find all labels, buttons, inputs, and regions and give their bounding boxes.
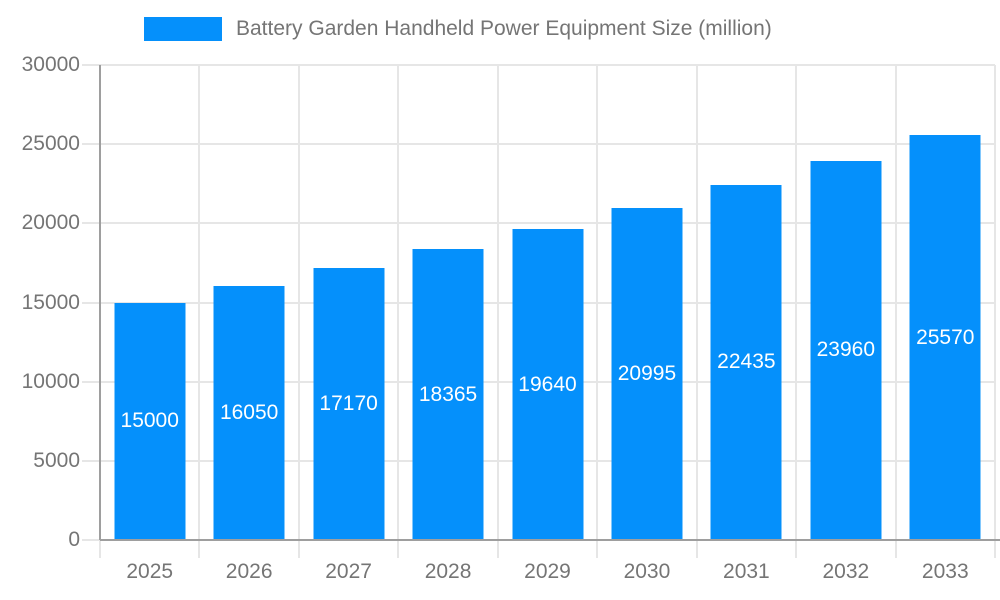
bar-2033[interactable]: 25570 bbox=[909, 135, 981, 540]
gridline-x-9 bbox=[994, 65, 996, 558]
bar-2029[interactable]: 19640 bbox=[512, 229, 583, 540]
x-tick-label-2027: 2027 bbox=[325, 560, 372, 583]
gridline-x-7 bbox=[795, 65, 798, 558]
x-tick-label-2026: 2026 bbox=[225, 560, 273, 583]
bar-value-label-2029: 19640 bbox=[518, 372, 577, 396]
legend-label: Battery Garden Handheld Power Equipment … bbox=[236, 17, 772, 40]
legend-swatch bbox=[144, 17, 222, 41]
bar-value-label-2027: 17170 bbox=[319, 392, 378, 416]
x-tick-label-2033: 2033 bbox=[921, 560, 969, 583]
x-tick-label-2029: 2029 bbox=[524, 560, 571, 583]
bar-value-label-2032: 23960 bbox=[816, 338, 876, 362]
gridline-x-6 bbox=[695, 65, 698, 558]
plot-area: 15000 16050 17170 18365 19640 20995 22435 23960… bbox=[82, 64, 1000, 558]
x-axis-line bbox=[100, 539, 1000, 541]
bar-2031[interactable]: 22435 bbox=[710, 184, 782, 540]
gridline-x-5 bbox=[596, 65, 599, 558]
gridline-x-8 bbox=[894, 65, 897, 558]
gridline-x-1 bbox=[198, 65, 201, 558]
bar-2028[interactable]: 18365 bbox=[412, 249, 484, 540]
y-tick-label-0: 0 bbox=[68, 528, 80, 551]
bar-2026[interactable]: 16050 bbox=[213, 285, 285, 540]
y-tick-label-15000: 15000 bbox=[21, 290, 80, 314]
x-tick-label-2025: 2025 bbox=[126, 560, 174, 583]
y-tick-label-25000: 25000 bbox=[21, 132, 80, 156]
bar-2032[interactable]: 23960 bbox=[810, 160, 882, 540]
bar-value-label-2025: 15000 bbox=[120, 409, 179, 433]
bar-value-label-2026: 16050 bbox=[219, 400, 279, 424]
x-tick-label-2031: 2031 bbox=[723, 560, 770, 583]
bar-value-label-2031: 22435 bbox=[717, 350, 776, 374]
bar-2030[interactable]: 20995 bbox=[611, 207, 683, 540]
x-tick-label-2028: 2028 bbox=[424, 560, 472, 583]
x-axis-labels: 2025 2026 2027 2028 2029 2030 2031 2032 2033 bbox=[100, 556, 995, 590]
x-tick-label-2030: 2030 bbox=[623, 560, 671, 583]
bar-2027[interactable]: 17170 bbox=[313, 268, 385, 540]
gridline-x-3 bbox=[397, 65, 400, 558]
gridline-y-25000 bbox=[82, 143, 995, 146]
y-tick-label-10000: 10000 bbox=[21, 369, 80, 393]
gridline-x-4 bbox=[496, 65, 499, 558]
y-tick-label-20000: 20000 bbox=[21, 211, 80, 235]
x-tick-label-2032: 2032 bbox=[822, 560, 870, 583]
y-tick-label-5000: 5000 bbox=[33, 448, 80, 472]
gridline-y-20000 bbox=[82, 222, 995, 225]
gridline-x-2 bbox=[297, 65, 300, 558]
y-axis-line bbox=[99, 65, 101, 540]
y-axis-labels: 0 5000 10000 15000 20000 25000 30000 bbox=[0, 53, 80, 551]
chart-legend[interactable]: Battery Garden Handheld Power Equipment … bbox=[144, 17, 772, 41]
bar-value-label-2033: 25570 bbox=[916, 325, 975, 349]
bar-value-label-2030: 20995 bbox=[617, 361, 677, 385]
gridline-y-30000 bbox=[82, 64, 995, 66]
y-tick-label-30000: 30000 bbox=[21, 53, 80, 76]
bar-2025[interactable]: 15000 bbox=[114, 302, 186, 540]
bar-value-label-2028: 18365 bbox=[418, 382, 478, 406]
